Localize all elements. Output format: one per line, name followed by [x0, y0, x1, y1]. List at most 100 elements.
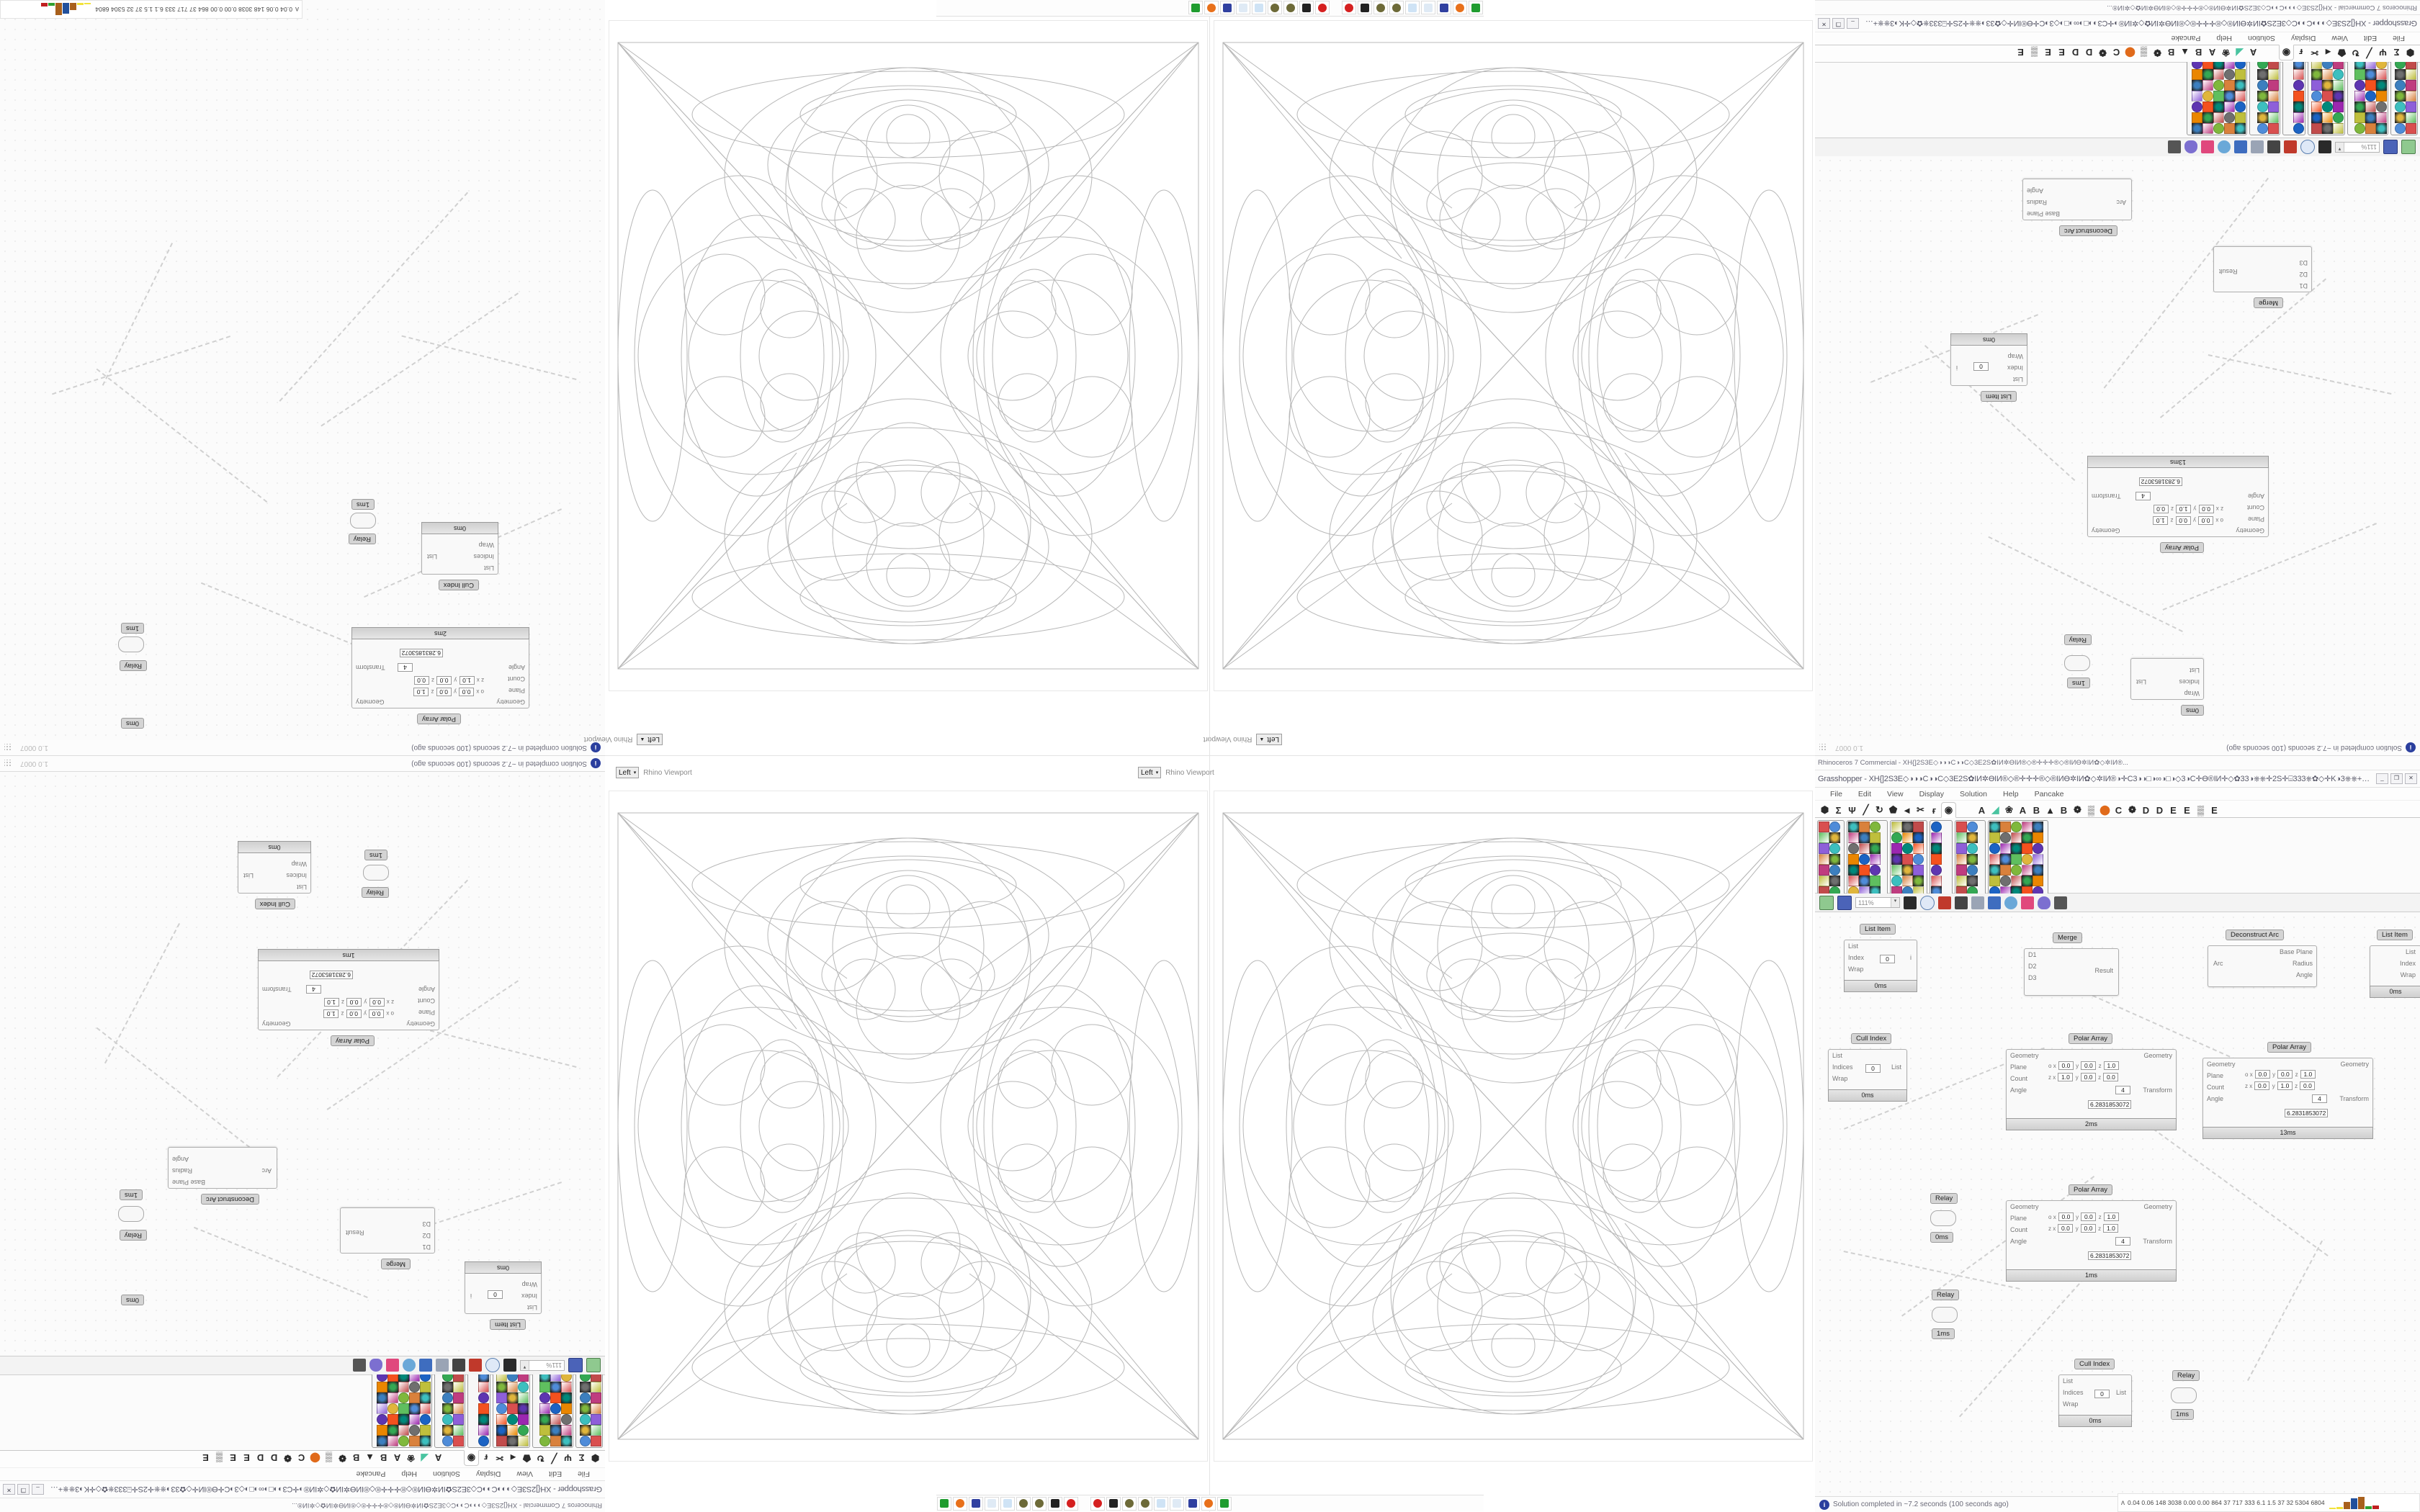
notepad-icon[interactable] — [1154, 1496, 1168, 1511]
node-caption[interactable]: Polar Array — [417, 714, 461, 724]
component-icon[interactable] — [2267, 91, 2279, 102]
maximize-button[interactable]: ❒ — [1832, 18, 1845, 29]
menu-item-solution[interactable]: Solution — [2248, 34, 2275, 43]
component-icon[interactable] — [1819, 832, 1829, 843]
component-icon[interactable] — [1989, 843, 2001, 854]
component-icon[interactable] — [2000, 865, 2012, 876]
component-icon[interactable] — [376, 1403, 387, 1414]
component-icon[interactable] — [2257, 80, 2268, 91]
canvas-toolbar[interactable]: 111% ▾ — [1815, 894, 2420, 912]
component-icon[interactable] — [2033, 822, 2044, 832]
component-icon[interactable] — [2333, 91, 2344, 102]
component-icon[interactable] — [580, 1436, 591, 1446]
transform-tab[interactable]: ✂ — [1917, 804, 1924, 815]
param-indices[interactable]: Indices — [2179, 678, 2200, 685]
component-icon[interactable] — [2033, 832, 2044, 843]
grasshopper-window-rotated-top-left[interactable]: i Solution completed in ~7.2 seconds (10… — [0, 0, 605, 756]
component-icon[interactable] — [1967, 832, 1978, 843]
ribbon-tab-extra-1[interactable]: ◢ — [2236, 48, 2244, 58]
node-list-item[interactable]: List Index Wrap 0ms — [2370, 945, 2420, 998]
component-icon[interactable] — [419, 1382, 431, 1392]
plane-zx[interactable]: 0.0 — [2254, 1081, 2270, 1090]
ribbon-tab-row[interactable]: ⬢ Σ Ψ ╱ ↻ ⬟ ◄ ✂ ғ ◉ A ◢ ❀ A B ▲ B ❁ ▒ ⬤ C ❁ D D E E ▒ E — [1815, 45, 2420, 62]
component-icon[interactable] — [518, 1382, 529, 1392]
param-indices[interactable]: Indices — [1832, 1063, 1853, 1071]
component-icon[interactable] — [2257, 123, 2268, 134]
component-icon[interactable] — [2365, 123, 2376, 134]
display-tab[interactable]: ғ — [1932, 804, 1937, 816]
rhino-viewport-top-right[interactable] — [1214, 20, 1813, 691]
component-icon[interactable] — [2223, 102, 2235, 112]
component-icon[interactable] — [2213, 91, 2224, 102]
node-polar-array[interactable]: Geometry Plane Count Angle Geometry Tran… — [2087, 456, 2269, 537]
component-icon[interactable] — [478, 1392, 490, 1403]
plane-zx[interactable]: 1.0 — [459, 676, 475, 685]
param-d2[interactable]: D2 — [2299, 271, 2308, 278]
document-preview-icon[interactable] — [1988, 896, 2001, 909]
component-icon[interactable] — [452, 1425, 464, 1436]
vlc-icon[interactable] — [1299, 1, 1314, 15]
component-icon[interactable] — [2395, 102, 2406, 112]
rhino-icon[interactable] — [1016, 1496, 1031, 1511]
component-icon[interactable] — [2293, 123, 2305, 134]
component-icon[interactable] — [580, 1425, 591, 1436]
ribbon-tab-extra-0[interactable]: A — [2249, 47, 2257, 58]
component-icon[interactable] — [2223, 112, 2235, 123]
component-icon[interactable] — [591, 1436, 601, 1446]
scissors-icon[interactable] — [2168, 140, 2181, 154]
node-polar-array[interactable]: Geometry Plane Count Angle Geometry Tran… — [351, 627, 529, 708]
grasshopper-title-bar[interactable]: Grasshopper - XH{]2S3E◇◑◑◑C◑◑C◇3E2S✿IИ✲Ө… — [1815, 14, 2420, 32]
vlc-icon[interactable] — [1048, 1496, 1062, 1511]
component-icon[interactable] — [1891, 822, 1902, 832]
component-icon[interactable] — [2311, 123, 2323, 134]
curve-tab[interactable]: ╱ — [551, 1453, 557, 1464]
plane-zy[interactable]: 1.0 — [2277, 1081, 2293, 1090]
param-d2[interactable]: D2 — [2028, 963, 2037, 970]
ribbon-tab-extra-8[interactable]: ▒ — [325, 1452, 333, 1464]
taskbar-top-rotated[interactable] — [936, 0, 1484, 17]
ribbon-tab-extra-8[interactable]: ▒ — [2140, 47, 2148, 58]
package-manager-icon[interactable] — [2201, 140, 2214, 154]
ribbon-tab-extra-15[interactable]: E — [2184, 804, 2190, 816]
param-geometry[interactable]: Geometry — [406, 1020, 435, 1027]
component-icon[interactable] — [419, 1403, 431, 1414]
bake-icon[interactable] — [1938, 896, 1951, 909]
component-icon[interactable] — [2365, 102, 2376, 112]
param-wrap[interactable]: Wrap — [1832, 1075, 1848, 1082]
component-icon[interactable] — [1930, 843, 1942, 854]
ribbon-tab-extra-2[interactable]: ❀ — [407, 1453, 415, 1464]
component-icon[interactable] — [1967, 822, 1978, 832]
viewport-divider-horizontal[interactable] — [605, 755, 1815, 756]
component-icon[interactable] — [2406, 91, 2416, 102]
display-tab[interactable]: ғ — [2298, 47, 2303, 58]
component-icon[interactable] — [2322, 102, 2334, 112]
grasshopper-window-rotated-top-right[interactable]: i Solution completed in ~7.2 seconds (10… — [1815, 0, 2420, 756]
component-icon[interactable] — [1870, 832, 1881, 843]
component-icon[interactable] — [2223, 91, 2235, 102]
node-caption[interactable]: Deconstruct Arc — [2226, 930, 2285, 940]
index-value[interactable]: 0 — [1880, 955, 1895, 963]
component-icon[interactable] — [539, 1436, 550, 1446]
component-icon[interactable] — [1870, 822, 1881, 832]
menu-item-solution[interactable]: Solution — [1960, 789, 1987, 798]
component-icon[interactable] — [1891, 876, 1902, 886]
vlc-icon[interactable] — [1358, 1, 1372, 15]
plane-oz[interactable]: 1.0 — [2103, 1061, 2119, 1070]
node-caption[interactable]: Cull Index — [2074, 1359, 2115, 1369]
out-angle[interactable]: Angle — [2027, 187, 2044, 194]
node-caption[interactable]: List Item — [1860, 924, 1896, 935]
menu-item-view[interactable]: View — [516, 1470, 533, 1479]
component-icon[interactable] — [518, 1425, 529, 1436]
component-icon[interactable] — [398, 1425, 409, 1436]
rhino-title-bar[interactable]: Rhinoceros 7 Commercial - XH{]2S3E◇◑◑◑C◑… — [0, 1498, 605, 1512]
component-icon[interactable] — [580, 1382, 591, 1392]
relay-node[interactable] — [118, 636, 144, 652]
component-icon[interactable] — [2354, 69, 2365, 80]
component-icon[interactable] — [2022, 876, 2033, 886]
component-icon[interactable] — [2354, 123, 2365, 134]
out-transform[interactable]: Transform — [356, 664, 385, 671]
surface-tab[interactable]: ↻ — [2352, 48, 2360, 58]
component-icon[interactable] — [550, 1392, 561, 1403]
ribbon-tab-extra-5[interactable]: ▲ — [2045, 804, 2055, 816]
plane-oy[interactable]: 0.0 — [2081, 1212, 2097, 1221]
